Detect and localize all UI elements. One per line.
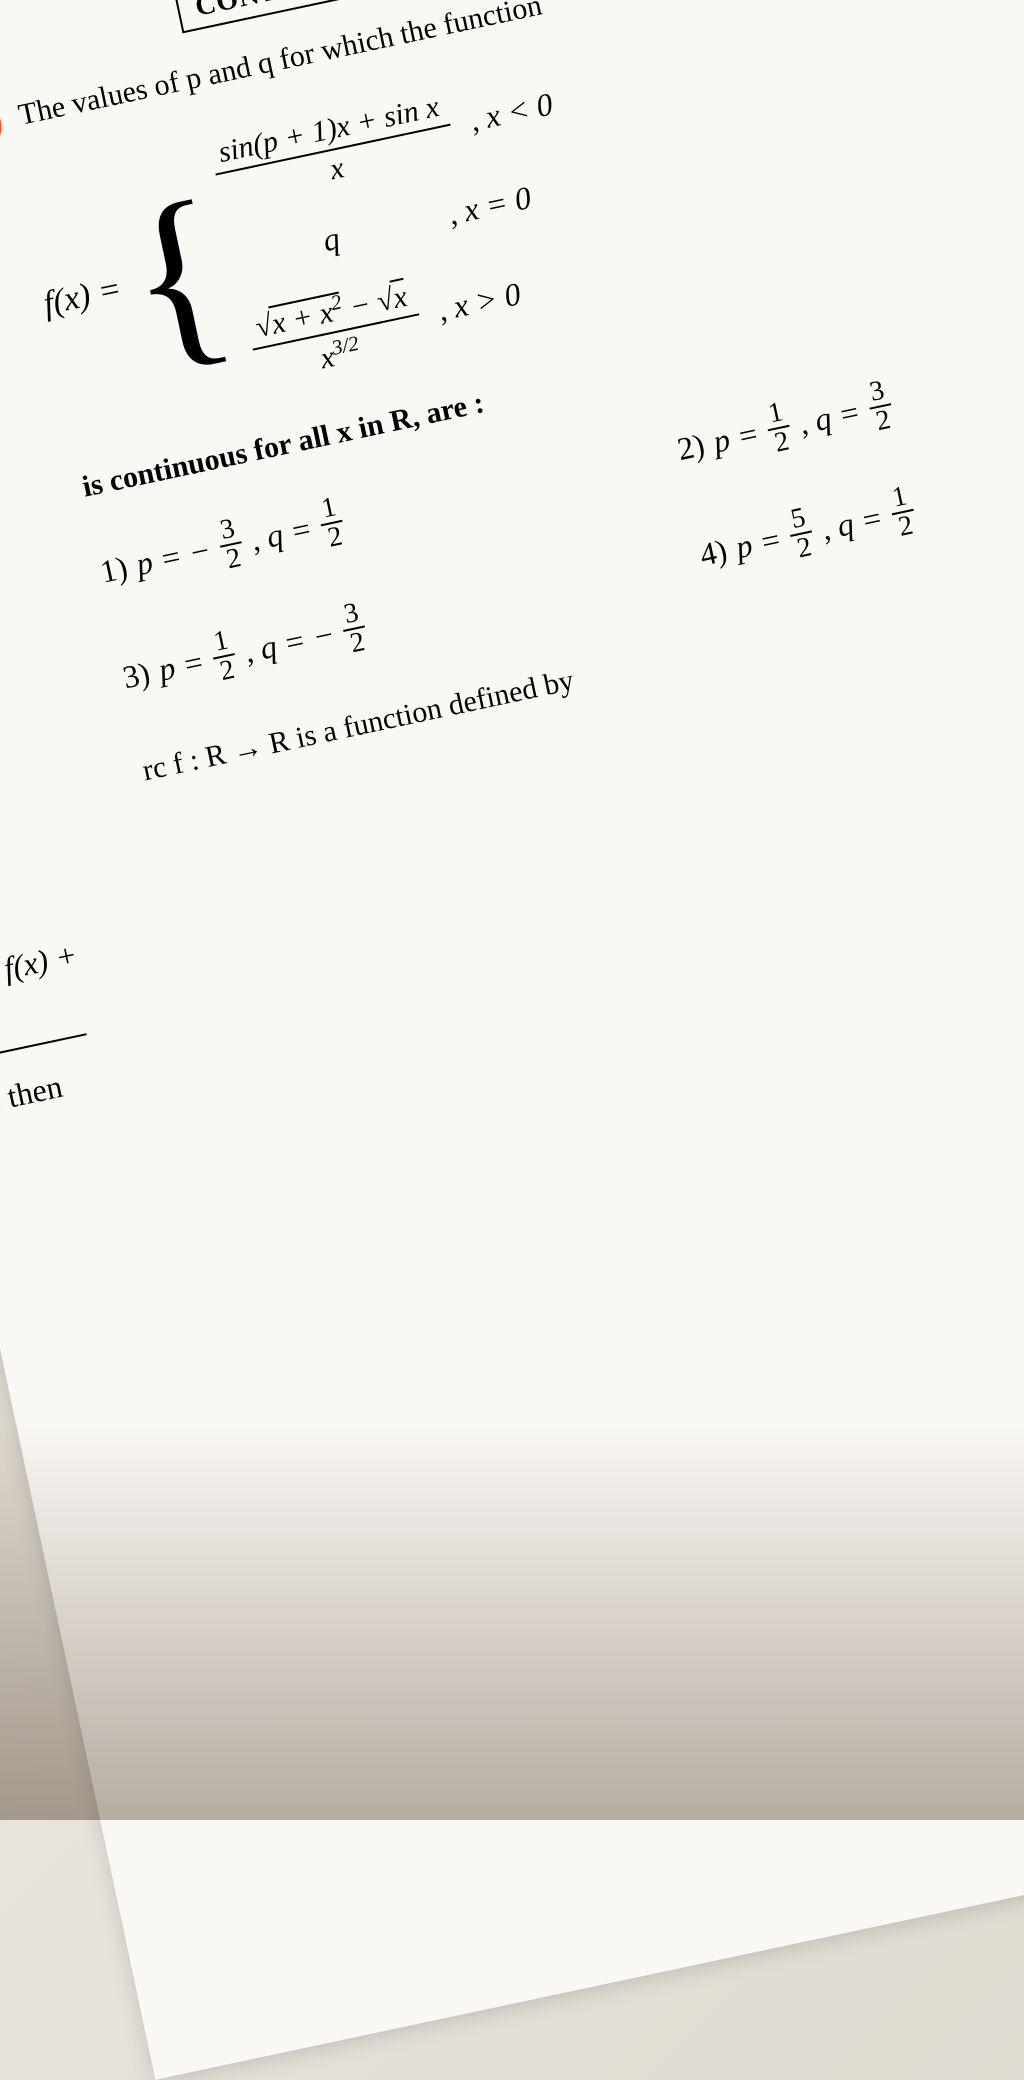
question-number-circle: 22.	[0, 94, 7, 160]
partial-eq-fx: (y) = f(x) +	[0, 916, 78, 1025]
fx-label: f(x) =	[40, 270, 125, 324]
partial-text-finite: ave finite	[0, 603, 11, 712]
page-container: ❀❀ CONTINUITY & DIFFERENTIABILITY u = 1 …	[0, 0, 1024, 1825]
main-content: 22. The values of p and q for which the …	[0, 0, 1024, 801]
partial-text-cotx: Cotx	[0, 779, 49, 888]
piecewise-cases: sin(p + 1)x + sin x x , x < 0 q , x = 0	[207, 65, 598, 392]
partial-text-5then: = 5 then	[0, 1033, 104, 1148]
textbook-page: ❀❀ CONTINUITY & DIFFERENTIABILITY u = 1 …	[0, 0, 1024, 2080]
brace-left: {	[114, 188, 241, 364]
